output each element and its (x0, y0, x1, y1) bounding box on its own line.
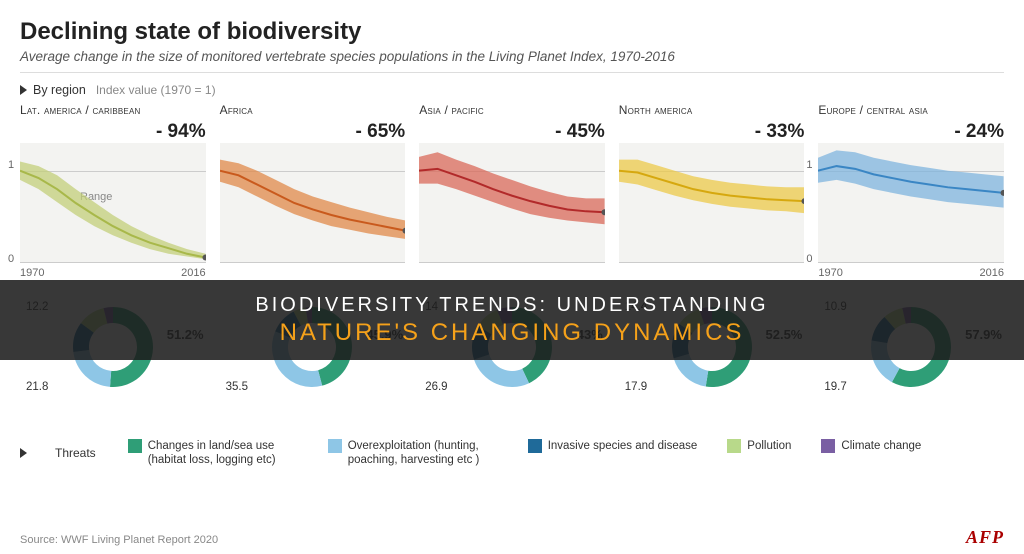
range-band (20, 161, 206, 259)
legend-item: Overexploitation (hunting, poaching, har… (328, 439, 498, 468)
legend-label: Pollution (747, 439, 791, 453)
overlay-banner: BIODIVERSITY TRENDS: UNDERSTANDING NATUR… (0, 280, 1024, 360)
legend-item: Invasive species and disease (528, 439, 698, 468)
legend-swatch (727, 439, 741, 453)
decline-value: - 33% (755, 121, 805, 143)
region-name: Lat. America / Caribbean (20, 103, 206, 117)
decline-value: - 65% (356, 121, 406, 143)
legend-label: Invasive species and disease (548, 439, 698, 453)
source-text: Source: WWF Living Planet Report 2020 (20, 534, 218, 546)
y-axis-0: 0 (806, 253, 812, 265)
legend-item: Pollution (727, 439, 791, 468)
x-axis-start: 1970 (20, 267, 44, 279)
legend-swatch (528, 439, 542, 453)
threats-label: Threats (55, 446, 96, 460)
afp-logo: AFP (966, 527, 1004, 548)
overlay-text-2: NATURE'S CHANGING DYNAMICS (280, 319, 745, 347)
x-axis-start: 1970 (818, 267, 842, 279)
legend-label: Climate change (841, 439, 921, 453)
decline-value: - 94% (156, 121, 206, 143)
decline-value: - 45% (555, 121, 605, 143)
y-axis-0: 0 (8, 253, 14, 265)
x-axis-end: 2016 (181, 267, 205, 279)
region-name: Africa (220, 103, 406, 117)
legend-item: Climate change (821, 439, 921, 468)
legend-label: Changes in land/sea use (habitat loss, l… (148, 439, 298, 468)
legend-swatch (328, 439, 342, 453)
donut-value: 35.5 (226, 381, 248, 393)
donut-value: 21.8 (26, 381, 48, 393)
divider (20, 72, 1004, 73)
legend-item: Changes in land/sea use (habitat loss, l… (128, 439, 298, 468)
legend-swatch (128, 439, 142, 453)
range-band (419, 152, 605, 224)
legend-label: Overexploitation (hunting, poaching, har… (348, 439, 498, 468)
range-band (220, 160, 406, 239)
line-chart (220, 143, 406, 263)
section-label: By region (33, 83, 86, 97)
index-note: Index value (1970 = 1) (96, 83, 216, 97)
region-name: Asia / Pacific (419, 103, 605, 117)
legend-swatch (821, 439, 835, 453)
y-axis-1: 1 (8, 159, 14, 171)
donut-value: 19.7 (824, 381, 846, 393)
line-chart: 1 0 1970 2016 Range (20, 143, 206, 263)
line-chart (619, 143, 805, 263)
page-title: Declining state of biodiversity (20, 18, 1004, 46)
overlay-text-1: BIODIVERSITY TRENDS: UNDERSTANDING (255, 294, 768, 317)
trend-line (20, 171, 206, 258)
line-chart (419, 143, 605, 263)
region-name: North America (619, 103, 805, 117)
range-band (818, 150, 1004, 207)
threats-arrow-icon (20, 448, 27, 458)
donut-value: 17.9 (625, 381, 647, 393)
x-axis-end: 2016 (979, 267, 1003, 279)
region-name: Europe / Central Asia (818, 103, 1004, 117)
y-axis-1: 1 (806, 159, 812, 171)
page-subtitle: Average change in the size of monitored … (20, 49, 1004, 64)
section-arrow-icon (20, 85, 27, 95)
line-chart: 1 0 1970 2016 (818, 143, 1004, 263)
range-band (619, 160, 805, 214)
donut-value: 26.9 (425, 381, 447, 393)
decline-value: - 24% (954, 121, 1004, 143)
